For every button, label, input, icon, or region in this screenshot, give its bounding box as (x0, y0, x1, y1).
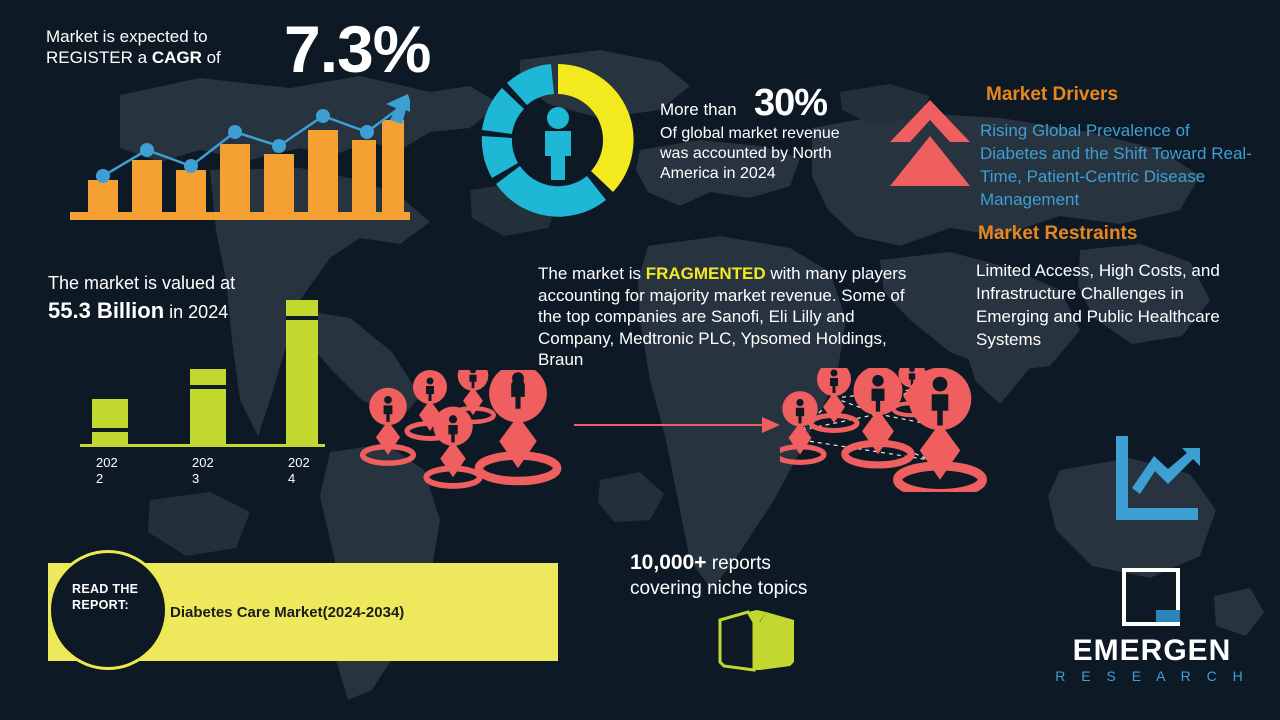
growth-chart-baseline (70, 212, 410, 220)
cagr-line-1: Market is expected to (46, 27, 208, 46)
growth-trend-line (102, 104, 403, 178)
cagr-line-2-post: of (201, 48, 221, 67)
tick-label-2024-a: 202 (288, 455, 310, 470)
open-book-icon (718, 610, 796, 672)
market-restraints-text: Limited Access, High Costs, and Infrastr… (976, 261, 1220, 349)
north-america-percent: 30% (754, 82, 828, 124)
bar-2022 (92, 399, 128, 444)
emergen-research-logo: EMERGEN R E S E A R C H (1044, 568, 1260, 698)
north-america-headline: More than 30% (660, 82, 890, 124)
scattered-market-players (359, 360, 590, 490)
bar-2022-stripe (92, 428, 128, 432)
market-restraints-title: Market Restraints (978, 223, 1138, 244)
map-pin (841, 366, 915, 469)
north-america-stat: More than 30% Of global market revenue w… (660, 82, 890, 184)
growth-trend-arrowhead (386, 94, 414, 124)
bar-2024-stripe (286, 316, 318, 320)
logo-name: EMERGEN (1072, 634, 1232, 667)
reports-count-line: 10,000+ reports (630, 551, 771, 575)
cagr-line-2: REGISTER a CAGR of (46, 47, 221, 68)
market-value-year: in 2024 (164, 302, 229, 322)
growth-trend-chart (70, 88, 414, 220)
fragmented-highlight: FRAGMENTED (645, 264, 766, 283)
fragmented-market-text: The market is FRAGMENTED with many playe… (538, 263, 928, 371)
map-pin (808, 362, 860, 433)
logo-square-icon (1122, 568, 1180, 626)
transition-arrow (572, 412, 782, 438)
bar-2023-stripe (190, 385, 226, 389)
donut-segment-rest-2 (481, 136, 518, 178)
person-icon (545, 107, 571, 180)
cagr-line-2-pre: REGISTER a (46, 48, 152, 67)
reports-word: reports (706, 553, 771, 574)
market-value-amount: 55.3 Billion (48, 298, 165, 323)
cagr-value: 7.3% (284, 12, 431, 86)
tick-label-2022-a: 202 (96, 455, 118, 470)
donut-segment-north-america (558, 64, 634, 192)
north-america-more-than: More than (660, 100, 737, 119)
market-value-caption: The market is valued at (48, 273, 236, 293)
cagr-word-bold: CAGR (151, 48, 202, 67)
market-value-bar-group (92, 300, 318, 444)
tick-label-2023-a: 202 (192, 455, 214, 470)
tick-label-2023-b: 3 (192, 471, 199, 486)
logo-subtitle: R E S E A R C H (1055, 668, 1249, 684)
fragmented-post: with many players accounting for majorit… (538, 264, 907, 369)
read-the-report-label: READ THE REPORT: (72, 582, 139, 612)
map-pin (423, 406, 483, 489)
double-chevron-up-icon (888, 98, 972, 186)
north-america-share-donut (478, 56, 638, 224)
report-title: Diabetes Care Market(2024-2034) (170, 604, 405, 621)
read-the-report-badge[interactable] (48, 550, 168, 670)
reports-count: 10,000+ (630, 551, 707, 574)
donut-segment-rest-3 (482, 88, 524, 134)
market-value-bars: 202 2 202 3 202 4 (80, 295, 330, 490)
map-pin (359, 387, 417, 466)
growth-bars (88, 120, 404, 212)
market-value-amount-line: 55.3 Billion in 2024 (48, 298, 228, 324)
growth-trend-markers (96, 109, 374, 183)
fragmented-pre: The market is (538, 264, 646, 283)
reports-subtitle: covering niche topics (630, 578, 808, 599)
growth-chart-icon (1110, 432, 1202, 524)
cagr-block: Market is expected to REGISTER a CAGR of… (46, 16, 446, 82)
donut-segment-rest-1 (496, 166, 606, 217)
connected-market-players (773, 360, 1000, 499)
market-value-axis-labels: 202 2 202 3 202 4 (96, 455, 310, 486)
bar-2023 (190, 369, 226, 444)
map-pin (474, 364, 562, 486)
market-drivers-title: Market Drivers (986, 84, 1119, 105)
north-america-description: Of global market revenue was accounted b… (660, 125, 840, 182)
tick-label-2022-b: 2 (96, 471, 103, 486)
market-drivers-text: Rising Global Prevalence of Diabetes and… (980, 121, 1252, 209)
tick-label-2024-b: 4 (288, 471, 295, 486)
bar-2024 (286, 300, 318, 444)
market-value-baseline (80, 444, 325, 447)
logo-accent-bar (1156, 610, 1180, 622)
donut-segment-rest-4 (507, 64, 554, 105)
